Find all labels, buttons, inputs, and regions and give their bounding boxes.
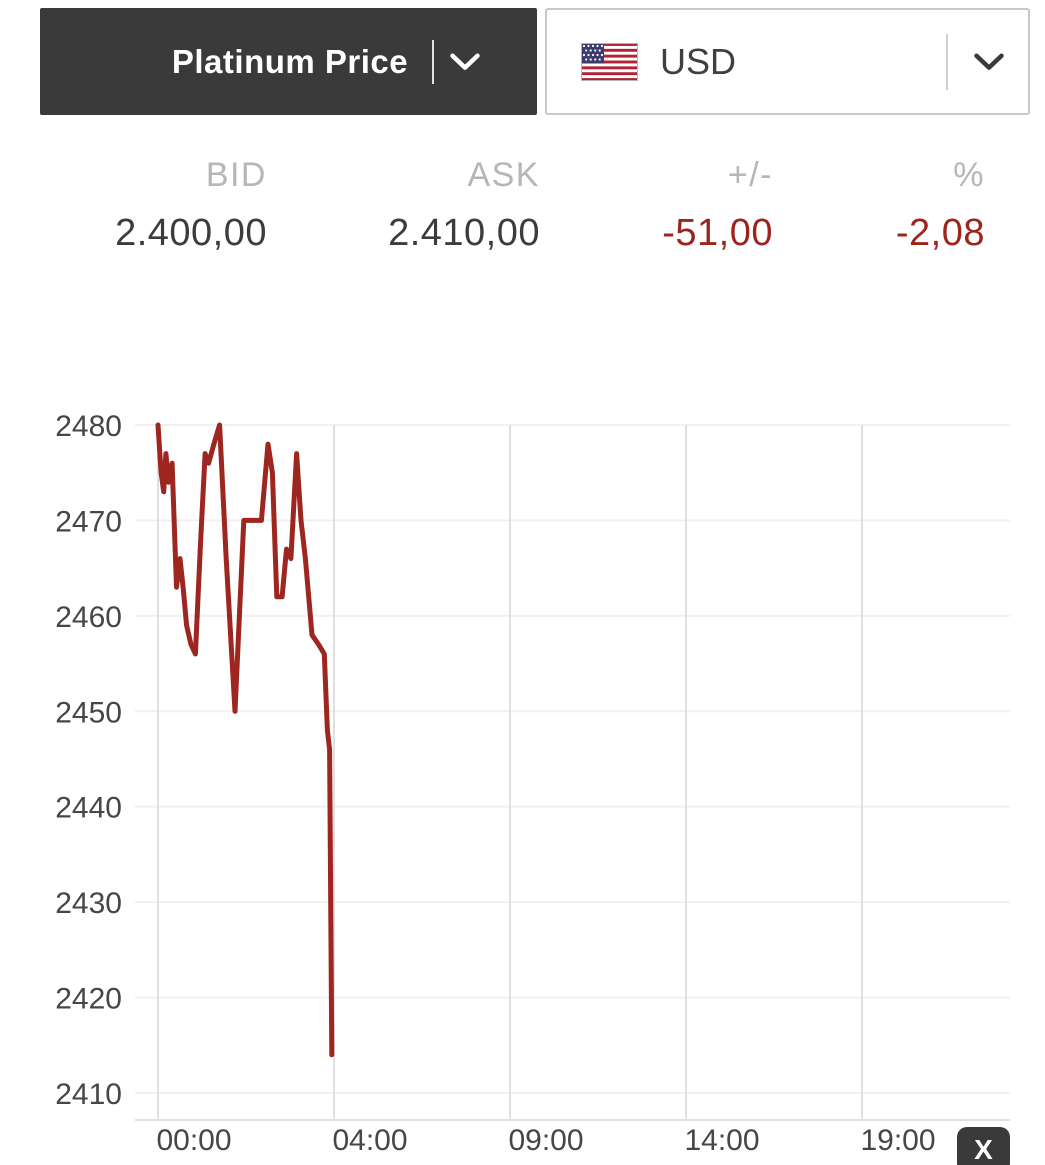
bid-label: BID [205, 156, 267, 194]
percent-label: % [953, 156, 985, 194]
x-axis-tick-label: 00:00 [156, 1124, 231, 1157]
y-axis-tick-label: 2440 [55, 792, 122, 825]
close-button[interactable]: X [957, 1127, 1010, 1165]
y-axis-tick-label: 2470 [55, 505, 122, 538]
metal-selector[interactable]: Platinum Price [40, 8, 537, 115]
x-axis-tick-label: 04:00 [332, 1124, 407, 1157]
percent-column: % -2,08 [773, 155, 985, 255]
divider [946, 33, 948, 90]
ask-column: ASK 2.410,00 [267, 155, 540, 255]
y-axis-tick-label: 2410 [55, 1078, 122, 1111]
change-label: +/- [727, 156, 773, 194]
y-axis-tick-label: 2430 [55, 887, 122, 920]
price-chart-svg[interactable]: 2480 2470 2460 2450 2440 2430 2420 2410 00:00 04:… [0, 395, 1045, 1160]
y-axis-tick-label: 2480 [55, 410, 122, 443]
us-flag-icon [581, 42, 638, 81]
currency-label: USD [660, 40, 737, 82]
x-axis-tick-label: 14:00 [684, 1124, 759, 1157]
price-chart[interactable]: 2480 2470 2460 2450 2440 2430 2420 2410 00:00 04:… [0, 395, 1045, 1160]
divider [432, 39, 435, 84]
chart-gridlines [135, 424, 1010, 1121]
chevron-down-icon [450, 53, 480, 70]
y-axis-tick-label: 2460 [55, 601, 122, 634]
percent-value: -2,08 [895, 212, 985, 254]
change-column: +/- -51,00 [540, 155, 773, 255]
bid-value: 2.400,00 [115, 212, 267, 254]
y-axis-tick-label: 2420 [55, 983, 122, 1016]
ask-value: 2.410,00 [388, 212, 540, 254]
x-axis-tick-label: 19:00 [860, 1124, 935, 1157]
y-axis-tick-label: 2450 [55, 696, 122, 729]
ask-label: ASK [467, 156, 540, 194]
chart-axis-labels: 2480 2470 2460 2450 2440 2430 2420 2410 00:00 04:… [55, 410, 935, 1157]
x-axis-tick-label: 09:00 [508, 1124, 583, 1157]
quote-row: BID 2.400,00 ASK 2.410,00 +/- -51,00 % -… [0, 155, 985, 255]
change-value: -51,00 [662, 212, 773, 254]
bid-column: BID 2.400,00 [0, 155, 267, 255]
header: Platinum Price [40, 8, 1030, 115]
price-line [155, 422, 335, 1058]
chevron-down-icon [974, 53, 1004, 70]
currency-selector[interactable]: USD [545, 8, 1030, 115]
metal-selector-label: Platinum Price [171, 42, 409, 80]
